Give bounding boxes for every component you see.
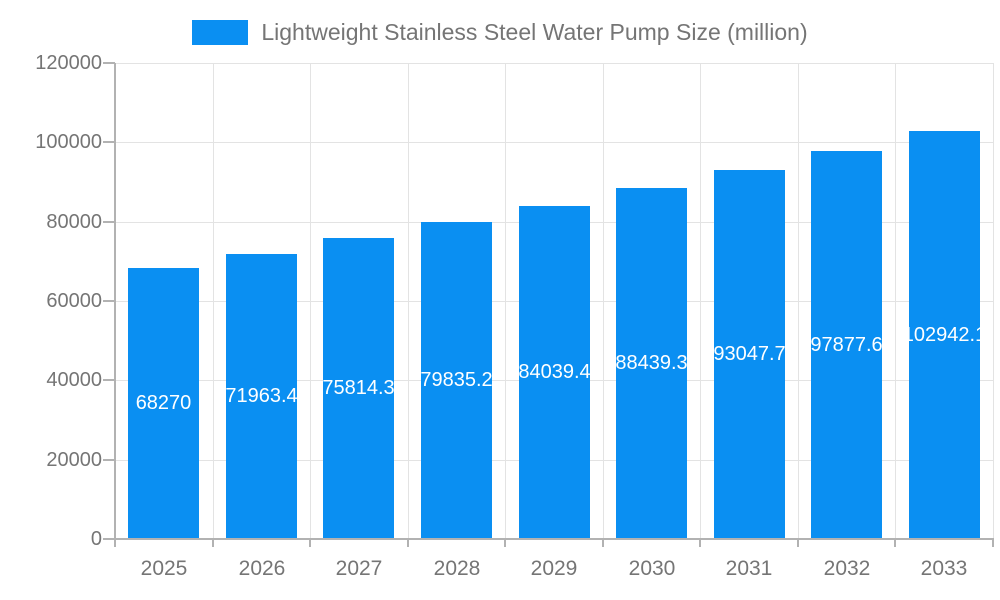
gridline-vertical xyxy=(993,63,994,539)
x-axis-tick xyxy=(309,540,311,547)
y-axis-tick xyxy=(103,379,115,381)
gridline-vertical xyxy=(505,63,506,539)
x-axis-tick xyxy=(602,540,604,547)
bar: 75814.3 xyxy=(323,238,394,539)
x-axis-tick xyxy=(797,540,799,547)
gridline-vertical xyxy=(310,63,311,539)
bar: 84039.4 xyxy=(519,206,590,539)
x-axis-label: 2030 xyxy=(628,557,676,580)
gridline-horizontal xyxy=(115,63,993,64)
x-axis-line xyxy=(114,538,994,540)
bar-value-label: 84039.4 xyxy=(519,361,590,383)
gridline-vertical xyxy=(603,63,604,539)
y-axis-tick xyxy=(103,538,115,540)
gridline-vertical xyxy=(700,63,701,539)
y-axis-label: 80000 xyxy=(46,211,102,233)
bar-value-label: 102942.1 xyxy=(909,323,980,346)
bar-value-label: 68270 xyxy=(135,392,192,414)
bar-value-label: 88439.3 xyxy=(616,352,687,374)
gridline-vertical xyxy=(408,63,409,539)
gridline-vertical xyxy=(213,63,214,539)
y-axis-line xyxy=(114,63,116,546)
bar: 93047.7 xyxy=(714,170,785,539)
x-axis-tick xyxy=(992,540,994,547)
bar: 71963.4 xyxy=(226,254,297,539)
y-axis-label: 0 xyxy=(90,528,102,550)
bar-value-label: 97877.6 xyxy=(811,333,882,356)
y-axis-tick xyxy=(103,459,115,461)
y-axis-label: 60000 xyxy=(46,290,102,312)
bar: 97877.6 xyxy=(811,151,882,539)
x-axis-label: 2025 xyxy=(140,557,188,580)
x-axis-label: 2026 xyxy=(238,557,286,580)
bar-value-label: 75814.3 xyxy=(323,377,394,399)
legend: Lightweight Stainless Steel Water Pump S… xyxy=(0,16,1000,48)
bar: 88439.3 xyxy=(616,188,687,539)
x-axis-label: 2032 xyxy=(823,557,871,580)
x-axis-tick xyxy=(894,540,896,547)
legend-item[interactable]: Lightweight Stainless Steel Water Pump S… xyxy=(192,18,808,46)
bar-value-label: 93047.7 xyxy=(714,343,785,365)
x-axis-label: 2031 xyxy=(725,557,773,580)
gridline-horizontal xyxy=(115,142,993,144)
legend-label: Lightweight Stainless Steel Water Pump S… xyxy=(261,18,808,45)
bar: 79835.2 xyxy=(421,222,492,539)
x-axis-tick xyxy=(504,540,506,547)
y-axis-label: 40000 xyxy=(46,369,102,391)
bar-value-label: 79835.2 xyxy=(421,369,492,391)
legend-swatch-icon xyxy=(192,19,249,45)
bar: 68270 xyxy=(128,268,199,539)
y-axis-tick xyxy=(103,62,115,64)
x-axis-label: 2028 xyxy=(433,557,481,580)
y-axis-tick xyxy=(103,221,115,223)
y-axis-label: 120000 xyxy=(35,52,102,74)
bar-value-label: 71963.4 xyxy=(226,385,297,407)
y-axis-tick xyxy=(103,141,115,143)
gridline-vertical xyxy=(798,63,799,539)
gridline-vertical xyxy=(895,63,896,539)
y-axis-label: 100000 xyxy=(35,131,102,153)
x-axis-tick xyxy=(699,540,701,547)
plot-area: 68270 71963.4 75814.3 79835.2 84039.4 88439.3… xyxy=(115,63,994,539)
x-axis-tick xyxy=(212,540,214,547)
x-axis-tick xyxy=(114,540,116,547)
bar: 102942.1 xyxy=(909,131,980,539)
y-axis-tick xyxy=(103,300,115,302)
x-axis-tick xyxy=(407,540,409,547)
x-axis-label: 2029 xyxy=(530,557,578,580)
x-axis-label: 2033 xyxy=(920,557,968,580)
x-axis-label: 2027 xyxy=(335,557,383,580)
y-axis-label: 20000 xyxy=(46,449,102,471)
